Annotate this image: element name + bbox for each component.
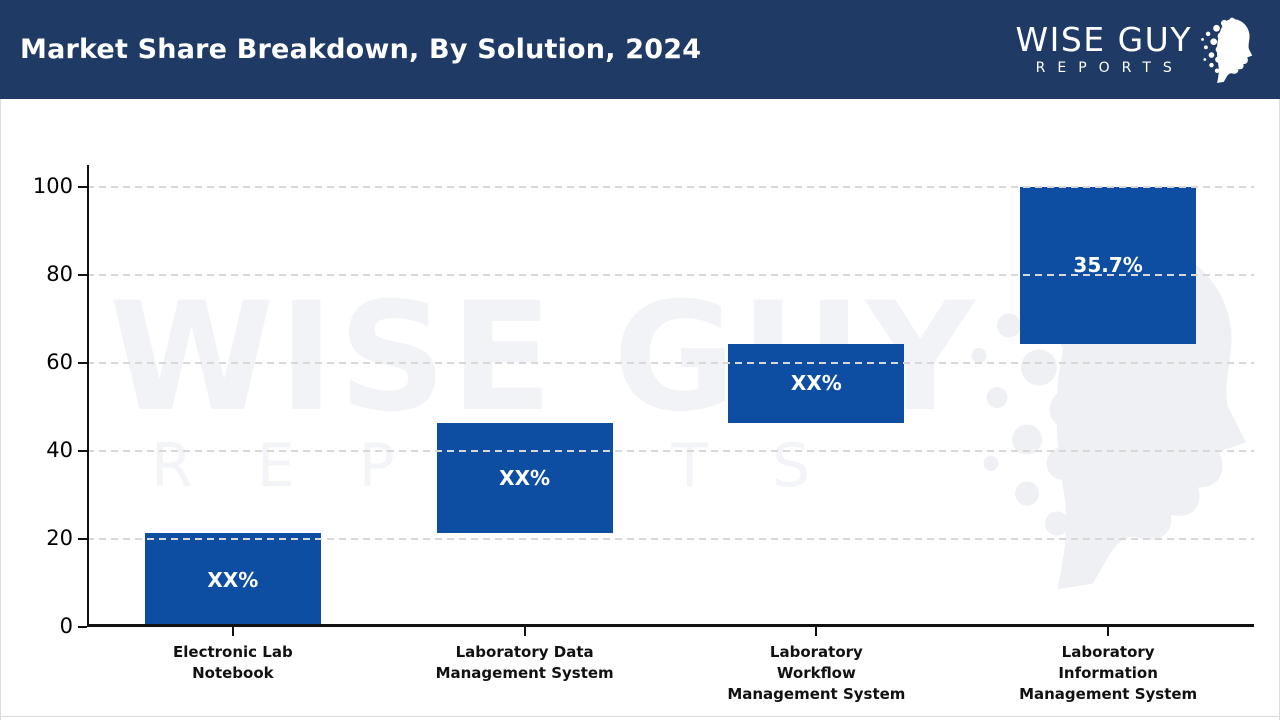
header-bar: Market Share Breakdown, By Solution, 202… [0,0,1280,99]
wiseguy-logo: WISE GUY REPORTS [1015,16,1254,83]
logo-wordmark: WISE GUY [1015,20,1192,59]
y-tick-label: 0 [59,614,73,638]
y-tick [78,626,87,628]
y-tick-label: 20 [46,525,73,550]
category-label: Laboratory Data Management System [379,642,671,684]
category-label-line: Management System [727,685,906,703]
y-tick-label: 60 [46,349,73,374]
y-tick [78,449,87,452]
x-axis-line [87,624,1254,627]
category-label-line: Management System [1019,685,1198,703]
bar-value-label: XX% [207,567,259,592]
bar-segment: 35.7% [1020,186,1197,344]
bottom-divider [0,716,1280,717]
y-tick [78,273,87,276]
logo-subtext: REPORTS [1035,60,1184,76]
bar-segment: XX% [144,532,321,627]
chart-title: Market Share Breakdown, By Solution, 202… [20,34,702,65]
x-tick [1107,627,1110,636]
y-tick-label: 80 [46,261,73,286]
gridline-80 [87,273,1254,276]
category-label-line: Laboratory [769,643,863,661]
y-tick [78,361,87,364]
gridline-100 [87,185,1254,188]
gridline-20 [87,537,1254,540]
category-label-line: Workflow [776,664,856,682]
x-tick [231,627,234,636]
y-tick [78,537,87,540]
bar-value-label: XX% [499,465,551,490]
category-label-line: Notebook [192,664,274,682]
y-tick-label: 100 [32,173,73,198]
category-label-line: Laboratory [1061,643,1155,661]
category-label: Laboratory Information Management System [962,642,1254,705]
bar-segment: XX% [436,422,613,533]
logo-head-icon [1201,17,1253,83]
x-tick [523,627,526,636]
plot-area: XX% XX% XX% 35.7% [87,165,1254,636]
category-label: Electronic Lab Notebook [87,642,379,684]
y-axis-line [87,165,89,627]
category-label-line: Laboratory Data [455,643,594,661]
gridline-40 [87,449,1254,452]
category-label-line: Information [1058,664,1158,682]
y-tick-label: 40 [46,437,73,462]
category-label-line: Management System [435,664,614,682]
x-tick [815,627,818,636]
category-label-line: Electronic Lab [173,643,293,661]
category-label: Laboratory Workflow Management System [671,642,963,705]
y-tick [78,185,87,188]
bar-value-label: XX% [790,371,842,396]
bar-segment: XX% [728,343,905,423]
gridline-60 [87,361,1254,364]
bar-value-label: 35.7% [1073,253,1143,278]
